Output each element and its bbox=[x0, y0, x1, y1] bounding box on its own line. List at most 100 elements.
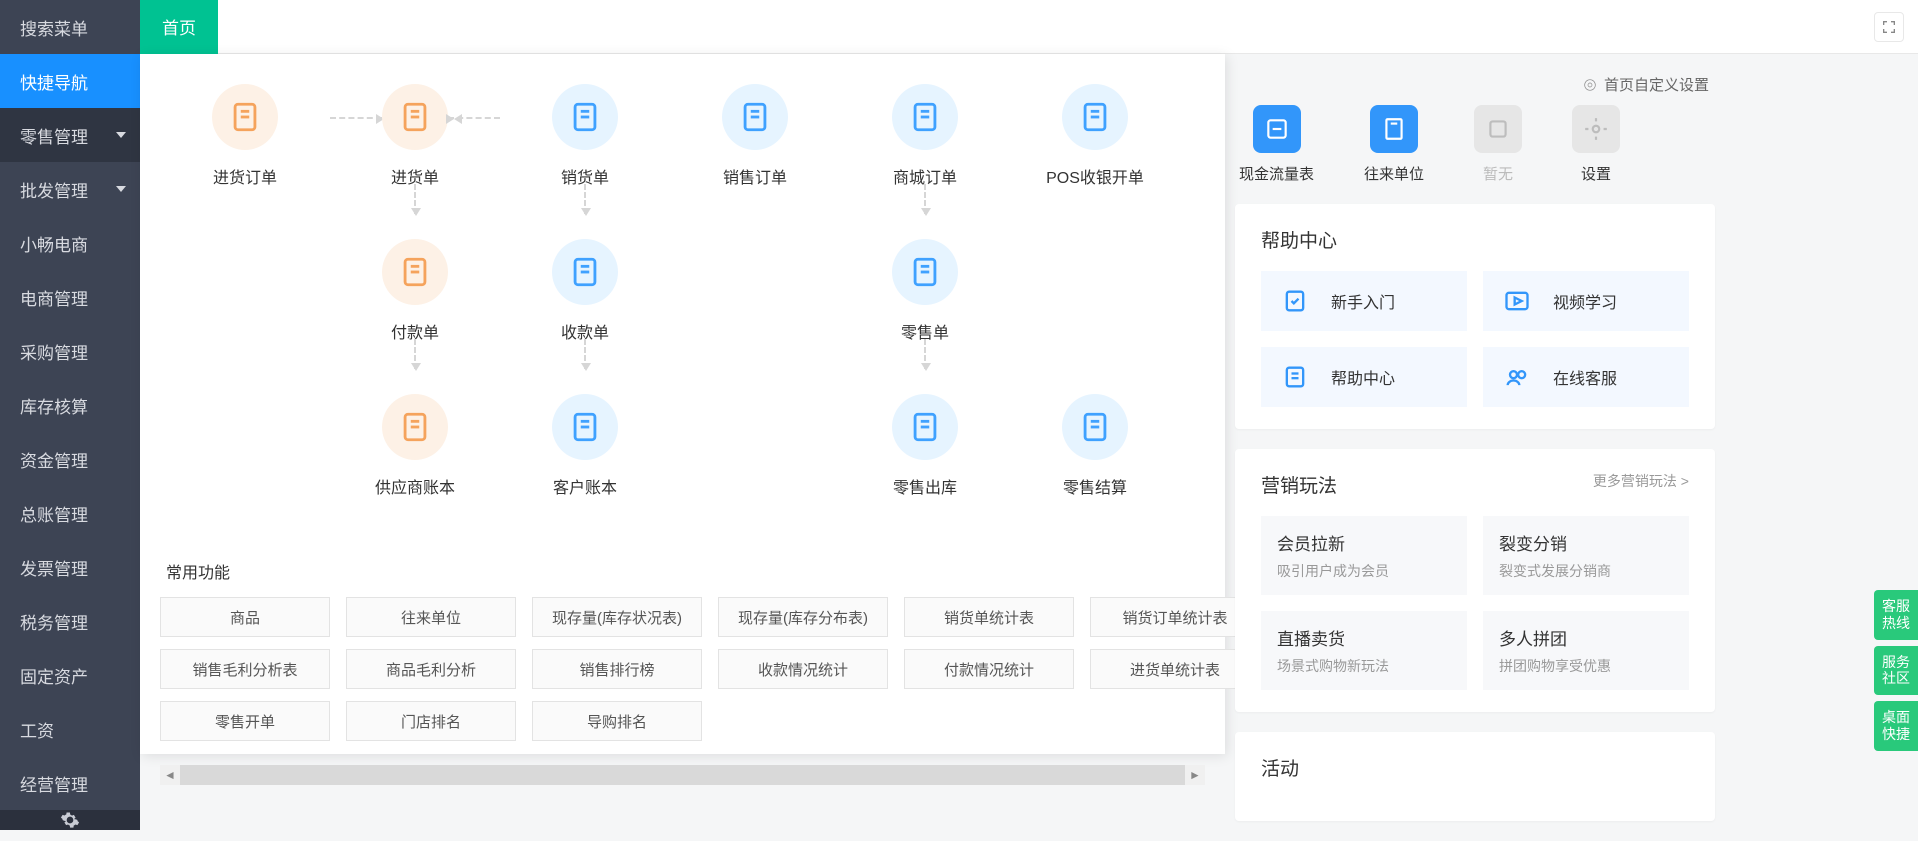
common-functions-title: 常用功能 bbox=[166, 559, 1205, 583]
chevron-down-icon bbox=[116, 132, 126, 138]
tab-home[interactable]: 首页 bbox=[140, 0, 218, 54]
scroll-left-icon[interactable]: ◄ bbox=[160, 765, 180, 785]
document-icon bbox=[398, 410, 432, 444]
sidebar-item-6[interactable]: 采购管理 bbox=[0, 324, 140, 378]
sidebar-item-7[interactable]: 库存核算 bbox=[0, 378, 140, 432]
quick-现金流量表[interactable]: 现金流量表 bbox=[1239, 105, 1314, 184]
scroll-right-icon[interactable]: ► bbox=[1185, 765, 1205, 785]
quick-往来单位[interactable]: 往来单位 bbox=[1364, 105, 1424, 184]
sidebar-item-13[interactable]: 工资 bbox=[0, 702, 140, 756]
document-icon bbox=[1078, 100, 1112, 134]
fullscreen-icon bbox=[1881, 19, 1897, 35]
common-function-button[interactable]: 销售毛利分析表 bbox=[160, 649, 330, 689]
marketing-item-直播卖货[interactable]: 直播卖货场景式购物新玩法 bbox=[1261, 611, 1467, 690]
document-icon bbox=[738, 100, 772, 134]
sidebar-item-2[interactable]: 零售管理 bbox=[0, 108, 140, 162]
help-item-新手入门[interactable]: 新手入门 bbox=[1261, 271, 1467, 331]
flow-node-label: 零售出库 bbox=[893, 474, 957, 498]
floating-tabs: 客服热线服务社区桌面快捷 bbox=[1874, 590, 1918, 751]
common-function-button[interactable]: 收款情况统计 bbox=[718, 649, 888, 689]
flow-node-付款单[interactable] bbox=[382, 239, 448, 305]
activity-title: 活动 bbox=[1261, 754, 1689, 781]
document-icon bbox=[398, 100, 432, 134]
common-function-button[interactable]: 零售开单 bbox=[160, 701, 330, 741]
topbar: 首页 bbox=[140, 0, 1918, 54]
help-item-视频学习[interactable]: 视频学习 bbox=[1483, 271, 1689, 331]
common-function-button[interactable]: 销货单统计表 bbox=[904, 597, 1074, 637]
sidebar-item-10[interactable]: 发票管理 bbox=[0, 540, 140, 594]
sidebar-item-12[interactable]: 固定资产 bbox=[0, 648, 140, 702]
common-function-button[interactable]: 商品 bbox=[160, 597, 330, 637]
sidebar-item-11[interactable]: 税务管理 bbox=[0, 594, 140, 648]
common-function-button[interactable]: 现存量(库存状况表) bbox=[532, 597, 702, 637]
document-icon bbox=[1078, 410, 1112, 444]
flow-node-label: 销售订单 bbox=[723, 164, 787, 188]
quick-access-row: 现金流量表往来单位暂无设置 bbox=[1235, 105, 1715, 184]
float-tab-客服热线[interactable]: 客服热线 bbox=[1874, 590, 1918, 640]
sidebar-item-0[interactable]: 搜索菜单 bbox=[0, 0, 140, 54]
help-item-在线客服[interactable]: 在线客服 bbox=[1483, 347, 1689, 407]
flow-node-进货订单[interactable] bbox=[212, 84, 278, 150]
flow-node-label: 供应商账本 bbox=[375, 474, 455, 498]
document-icon bbox=[228, 100, 262, 134]
quicknav-flyout: 进货订单进货单销货单销售订单商城订单POS收银开单付款单收款单零售单供应商账本客… bbox=[140, 54, 1225, 754]
flow-node-销货单[interactable] bbox=[552, 84, 618, 150]
flow-node-进货单[interactable] bbox=[382, 84, 448, 150]
document-icon bbox=[908, 255, 942, 289]
help-icon bbox=[1503, 287, 1531, 315]
document-icon bbox=[908, 100, 942, 134]
common-function-button[interactable]: 销售排行榜 bbox=[532, 649, 702, 689]
sidebar-item-8[interactable]: 资金管理 bbox=[0, 432, 140, 486]
sidebar-item-3[interactable]: 批发管理 bbox=[0, 162, 140, 216]
common-function-button[interactable]: 付款情况统计 bbox=[904, 649, 1074, 689]
marketing-item-裂变分销[interactable]: 裂变分销裂变式发展分销商 bbox=[1483, 516, 1689, 595]
horizontal-scrollbar[interactable]: ◄ ► bbox=[160, 765, 1205, 785]
document-icon bbox=[398, 255, 432, 289]
marketing-more-link[interactable]: 更多营销玩法 > bbox=[1593, 471, 1689, 491]
flow-node-商城订单[interactable] bbox=[892, 84, 958, 150]
flow-node-零售出库[interactable] bbox=[892, 394, 958, 460]
flow-node-销售订单[interactable] bbox=[722, 84, 788, 150]
quick-设置[interactable]: 设置 bbox=[1572, 105, 1620, 184]
flow-node-供应商账本[interactable] bbox=[382, 394, 448, 460]
document-icon bbox=[568, 255, 602, 289]
quick-icon bbox=[1583, 116, 1609, 142]
right-column: 首页自定义设置 现金流量表往来单位暂无设置 帮助中心 新手入门视频学习帮助中心在… bbox=[1235, 74, 1715, 841]
quick-icon bbox=[1264, 116, 1290, 142]
flow-node-零售结算[interactable] bbox=[1062, 394, 1128, 460]
sidebar-settings-button[interactable] bbox=[0, 810, 140, 830]
gear-icon bbox=[60, 810, 80, 830]
document-icon bbox=[568, 100, 602, 134]
sidebar-item-1[interactable]: 快捷导航 bbox=[0, 54, 140, 108]
sidebar-item-9[interactable]: 总账管理 bbox=[0, 486, 140, 540]
marketing-item-多人拼团[interactable]: 多人拼团拼团购物享受优惠 bbox=[1483, 611, 1689, 690]
help-center-card: 帮助中心 新手入门视频学习帮助中心在线客服 bbox=[1235, 204, 1715, 429]
float-tab-服务社区[interactable]: 服务社区 bbox=[1874, 646, 1918, 696]
flow-node-收款单[interactable] bbox=[552, 239, 618, 305]
fullscreen-button[interactable] bbox=[1874, 12, 1904, 42]
common-functions-grid: 商品往来单位现存量(库存状况表)现存量(库存分布表)销货单统计表销货订单统计表销… bbox=[160, 597, 1205, 741]
customize-homepage-link[interactable]: 首页自定义设置 bbox=[1235, 74, 1715, 95]
marketing-item-会员拉新[interactable]: 会员拉新吸引用户成为会员 bbox=[1261, 516, 1467, 595]
help-icon bbox=[1281, 363, 1309, 391]
common-function-button[interactable]: 门店排名 bbox=[346, 701, 516, 741]
activity-card: 活动 bbox=[1235, 732, 1715, 821]
sidebar-item-5[interactable]: 电商管理 bbox=[0, 270, 140, 324]
common-function-button[interactable]: 商品毛利分析 bbox=[346, 649, 516, 689]
help-item-帮助中心[interactable]: 帮助中心 bbox=[1261, 347, 1467, 407]
common-function-button[interactable]: 往来单位 bbox=[346, 597, 516, 637]
sidebar-item-14[interactable]: 经营管理 bbox=[0, 756, 140, 810]
quick-暂无: 暂无 bbox=[1474, 105, 1522, 184]
target-icon bbox=[1582, 77, 1598, 93]
flow-node-POS收银开单[interactable] bbox=[1062, 84, 1128, 150]
chevron-down-icon bbox=[116, 186, 126, 192]
quick-icon bbox=[1381, 116, 1407, 142]
common-function-button[interactable]: 导购排名 bbox=[532, 701, 702, 741]
sidebar-item-4[interactable]: 小畅电商 bbox=[0, 216, 140, 270]
float-tab-桌面快捷[interactable]: 桌面快捷 bbox=[1874, 701, 1918, 751]
flow-node-零售单[interactable] bbox=[892, 239, 958, 305]
flow-grid: 进货订单进货单销货单销售订单商城订单POS收银开单付款单收款单零售单供应商账本客… bbox=[160, 84, 1205, 549]
flow-node-客户账本[interactable] bbox=[552, 394, 618, 460]
common-function-button[interactable]: 现存量(库存分布表) bbox=[718, 597, 888, 637]
quick-icon bbox=[1485, 116, 1511, 142]
